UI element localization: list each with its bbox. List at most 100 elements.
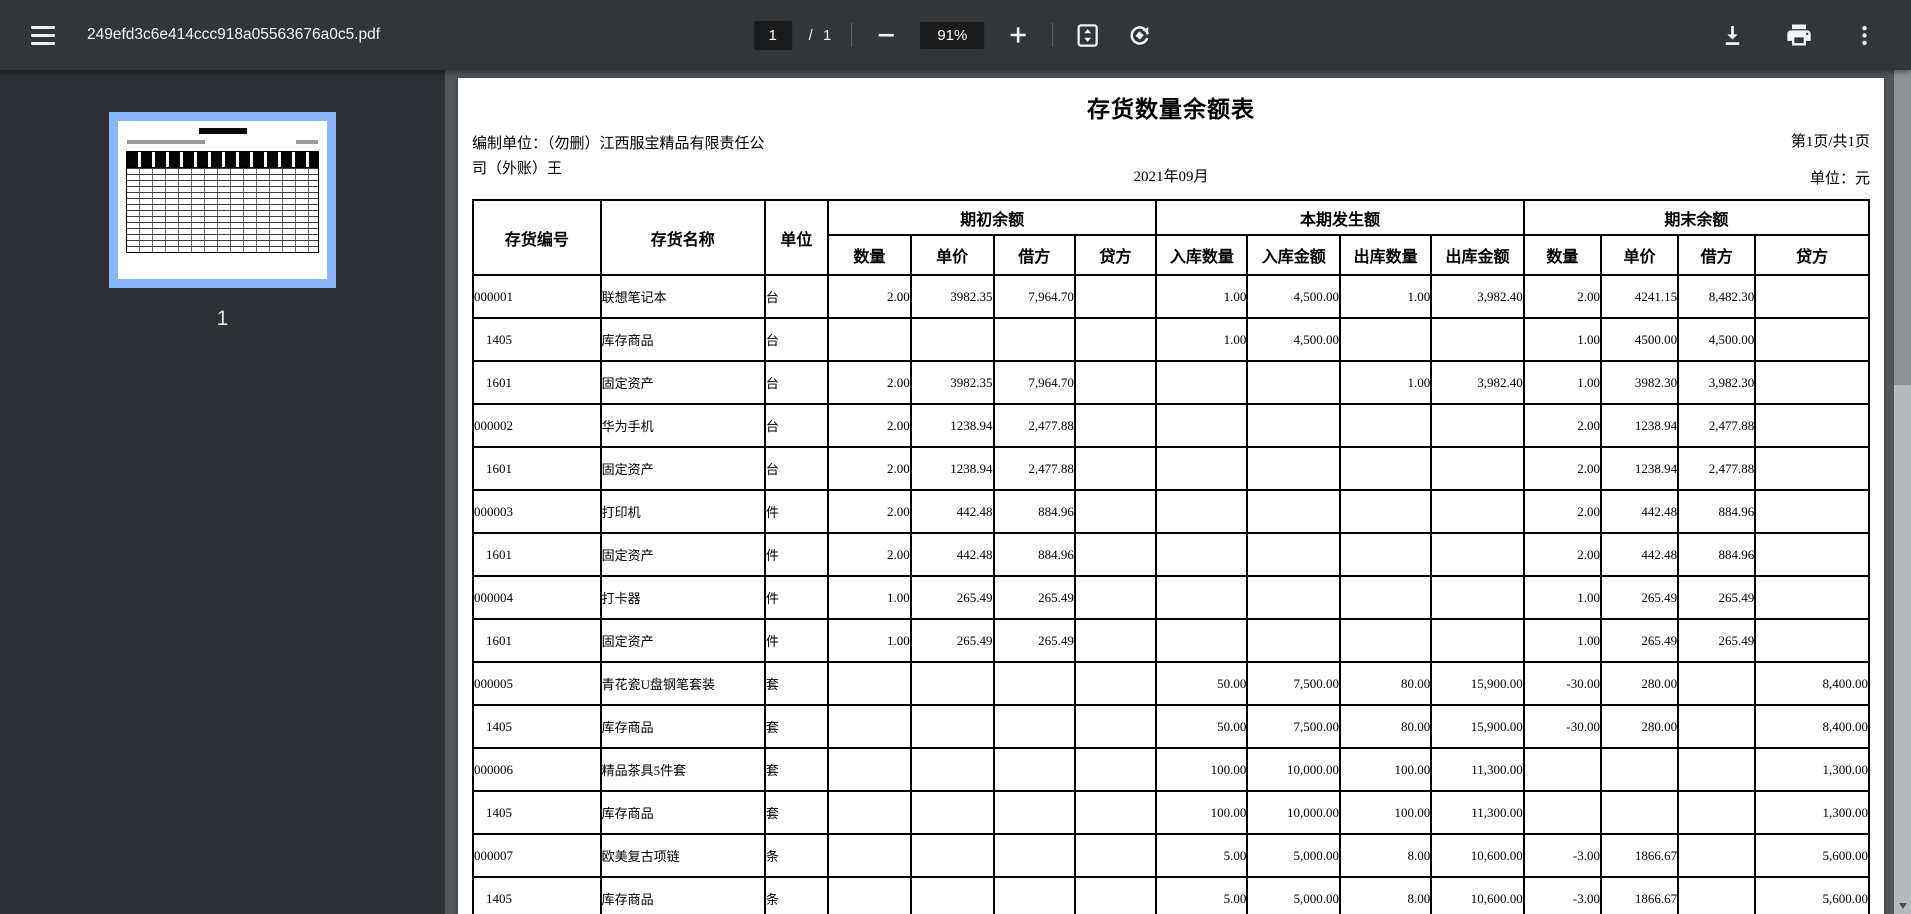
table-cell: 1405 [472,790,602,835]
menu-icon[interactable] [27,22,59,49]
more-options-icon[interactable] [1848,19,1881,52]
table-cell: 7,500.00 [1246,704,1342,749]
page-thumbnail[interactable] [109,112,336,288]
table-cell [1073,317,1158,362]
toolbar-right [1715,17,1911,53]
table-cell: 1405 [472,704,602,749]
table-cell: 10,600.00 [1430,833,1525,878]
unit-label: 单位：元 [1809,171,1870,187]
print-icon[interactable] [1781,17,1817,53]
table-cell: 2,477.88 [992,446,1076,491]
toolbar-divider [1052,23,1054,47]
table-cell [826,704,912,749]
table-row: 1601 固定资产台 2.00 3982.35 7,964.70 1.00 3,982.40… [472,360,1870,405]
table-row: 1601 固定资产件 2.00 442.48 884.96 2.00 442.48 884.9… [472,532,1870,577]
download-icon[interactable] [1715,18,1750,53]
table-cell: 3,982.30 [1677,360,1757,405]
table-cell [909,790,995,835]
table-cell: 884.96 [1677,532,1757,577]
table-cell [1155,403,1249,448]
table-cell [1430,489,1525,534]
table-cell: 884.96 [992,532,1076,577]
table-cell: 280.00 [1599,704,1680,749]
table-cell [1339,618,1433,663]
table-cell: 1601 [472,360,602,405]
table-cell: 1.00 [1522,317,1602,362]
table-row: 1405 库存商品套 50.00 7,500.00 80.00 15,900.00 -30.… [472,704,1870,749]
table-row: 1405 库存商品套 100.00 10,000.00 100.00 11,300.00 1… [472,790,1870,835]
table-cell [1246,618,1342,663]
table-cell: 库存商品 [599,317,766,362]
fit-page-icon[interactable] [1070,18,1105,53]
table-cell: 884.96 [992,489,1076,534]
table-cell [1339,489,1433,534]
table-cell: 15,900.00 [1430,661,1525,706]
table-cell [1246,446,1342,491]
table-row: 000004 打卡器件 1.00 265.49 265.49 1.00 265.49 265.… [472,575,1870,620]
table-cell [1754,532,1870,577]
table-cell: 280.00 [1599,661,1680,706]
table-cell: 4,500.00 [1677,317,1757,362]
table-cell: 台 [763,274,829,319]
thumbnail-text-line [127,140,205,144]
document-filename: 249efd3c6e414ccc918a05563676a0c5.pdf [87,26,381,43]
prepared-by: 编制单位：（勿删）江西服宝精品有限责任公 司（外账）王 [472,132,817,189]
table-cell: 442.48 [1599,532,1680,577]
table-cell [826,317,912,362]
table-cell: 打卡器 [599,575,766,620]
zoom-level-display[interactable]: 91% [920,21,985,49]
table-cell: 3,982.40 [1430,360,1525,405]
scrollbar-thumb[interactable] [1894,70,1911,385]
table-cell: 固定资产 [599,532,766,577]
column-group-header: 期初余额 [826,199,1158,236]
rotate-icon[interactable] [1122,18,1157,53]
table-cell: 4,500.00 [1246,317,1342,362]
table-cell: 80.00 [1339,704,1433,749]
table-cell: 2.00 [826,360,912,405]
page-thumbnail-preview [118,121,327,279]
toolbar-left: 249efd3c6e414ccc918a05563676a0c5.pdf [0,22,627,49]
table-cell [1155,446,1249,491]
zoom-out-icon[interactable] [869,18,903,52]
table-cell: 1.00 [1339,274,1433,319]
table-cell: 条 [763,833,829,878]
toolbar-center: / 1 91% [753,18,1158,53]
vertical-scrollbar[interactable] [1894,70,1911,914]
zoom-in-icon[interactable] [1001,18,1035,52]
table-cell: 库存商品 [599,790,766,835]
page-viewport: 存货数量余额表 编制单位：（勿删）江西服宝精品有限责任公 司（外账）王 2021… [445,70,1911,914]
table-cell [1430,446,1525,491]
table-cell: 2.00 [1522,446,1602,491]
table-cell: 5,600.00 [1754,876,1870,914]
table-cell: 套 [763,747,829,792]
thumbnail-sidebar: 1 [0,70,445,914]
table-cell [1430,317,1525,362]
table-cell [1599,790,1680,835]
table-cell [1073,618,1158,663]
column-header: 借方 [992,234,1076,276]
table-cell: 3982.35 [909,360,995,405]
table-cell: -30.00 [1522,704,1602,749]
table-cell: 265.49 [1677,618,1757,663]
table-cell: 1601 [472,618,602,663]
table-cell [826,747,912,792]
table-cell [1754,575,1870,620]
table-cell [1073,747,1158,792]
table-cell: 265.49 [909,618,995,663]
table-cell: 10,600.00 [1430,876,1525,914]
table-cell: 固定资产 [599,618,766,663]
table-cell: 10,000.00 [1246,747,1342,792]
table-cell [1073,489,1158,534]
table-cell [1246,532,1342,577]
column-group-header: 本期发生额 [1155,199,1525,236]
thumbnail-table-grid [127,168,318,252]
scroll-down-button[interactable] [1894,897,1911,914]
table-cell: 000002 [472,403,602,448]
column-header: 入库金额 [1246,234,1342,276]
table-cell [1073,790,1158,835]
column-header: 单价 [909,234,995,276]
table-cell: 青花瓷U盘钢笔套装 [599,661,766,706]
page-number-input[interactable] [753,20,792,50]
table-cell: 1,300.00 [1754,747,1870,792]
